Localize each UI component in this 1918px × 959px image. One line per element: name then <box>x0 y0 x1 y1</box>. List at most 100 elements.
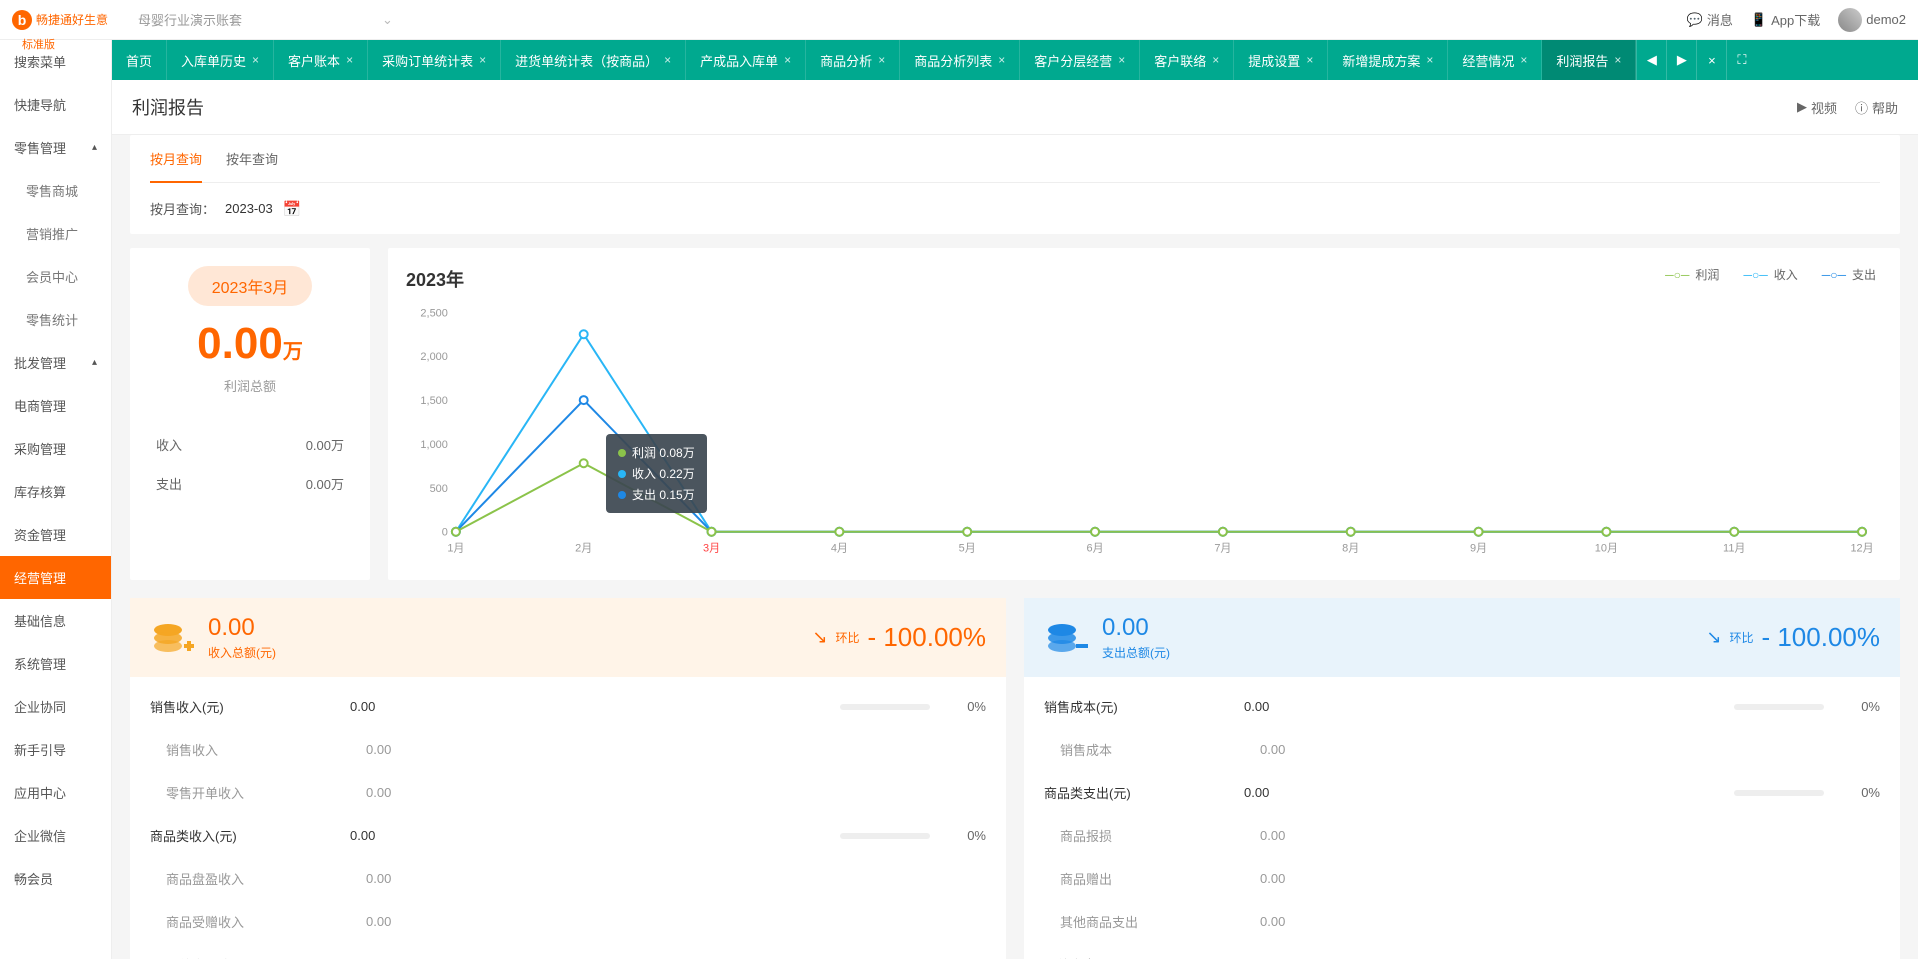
svg-text:11月: 11月 <box>1723 543 1745 555</box>
close-icon[interactable]: × <box>346 53 353 67</box>
messages-button[interactable]: 💬 消息 <box>1687 10 1733 29</box>
income-label: 收入总额(元) <box>208 644 276 661</box>
tab-control[interactable]: × <box>1696 40 1726 80</box>
sidebar-item[interactable]: 电商管理 <box>0 384 111 427</box>
expense-detail: 销售成本(元)0.000%销售成本0.00商品类支出(元)0.000%商品报损0… <box>1024 677 1900 959</box>
tab[interactable]: 新增提成方案× <box>1328 40 1448 80</box>
detail-row: 销售成本(元)0.000% <box>1044 685 1880 728</box>
detail-row: 其他商品收入0.00 <box>150 943 986 959</box>
sidebar-item[interactable]: 零售管理▴ <box>0 126 111 169</box>
sidebar-subitem[interactable]: 零售商城 <box>0 169 111 212</box>
income-amount: 0.00 <box>208 614 276 642</box>
profit-label: 利润总额 <box>148 376 352 395</box>
tab[interactable]: 利润报告× <box>1542 40 1636 80</box>
tab[interactable]: 产成品入库单× <box>686 40 806 80</box>
svg-text:10月: 10月 <box>1595 543 1618 555</box>
summary-income-value: 0.00万 <box>306 435 344 454</box>
detail-row: 商品盘盈收入0.00 <box>150 857 986 900</box>
tab[interactable]: 客户账本× <box>274 40 368 80</box>
profit-unit: 万 <box>283 341 303 363</box>
user-name: demo2 <box>1866 12 1906 27</box>
sidebar-item[interactable]: 新手引导 <box>0 728 111 771</box>
sidebar-subitem[interactable]: 会员中心 <box>0 255 111 298</box>
sidebar-item[interactable]: 资金管理 <box>0 513 111 556</box>
close-icon[interactable]: × <box>1426 53 1433 67</box>
close-icon[interactable]: × <box>1118 53 1125 67</box>
avatar <box>1838 8 1862 32</box>
profit-total: 0.00万 <box>148 322 352 366</box>
sidebar-subitem[interactable]: 营销推广 <box>0 212 111 255</box>
tab[interactable]: 采购订单统计表× <box>368 40 501 80</box>
svg-text:5月: 5月 <box>959 543 976 555</box>
svg-text:0: 0 <box>442 527 448 539</box>
help-button[interactable]: ⓘ 帮助 <box>1855 98 1898 117</box>
query-date[interactable]: 2023-03 <box>225 201 273 216</box>
sidebar-item[interactable]: 搜索菜单 <box>0 40 111 83</box>
tab[interactable]: 提成设置× <box>1234 40 1328 80</box>
close-icon[interactable]: × <box>1614 53 1621 67</box>
messages-label: 消息 <box>1707 10 1733 29</box>
chart-tooltip: 利润 0.08万收入 0.22万支出 0.15万 <box>606 434 707 513</box>
sidebar-item[interactable]: 采购管理 <box>0 427 111 470</box>
chart-card: 2023年 ─○─利润─○─收入─○─支出 2,5002,0001,5001,0… <box>388 248 1900 580</box>
app-download-label: App下载 <box>1771 10 1820 29</box>
chevron-down-icon: ⌄ <box>382 12 393 28</box>
query-tab[interactable]: 按月查询 <box>150 135 202 182</box>
close-icon[interactable]: × <box>878 53 885 67</box>
svg-text:1,000: 1,000 <box>420 439 447 451</box>
sidebar-item[interactable]: 快捷导航 <box>0 83 111 126</box>
sidebar-item[interactable]: 批发管理▴ <box>0 341 111 384</box>
svg-text:2月: 2月 <box>575 543 592 555</box>
legend-item[interactable]: ─○─收入 <box>1743 266 1797 283</box>
legend-item[interactable]: ─○─利润 <box>1665 266 1719 283</box>
help-icon: ⓘ <box>1855 98 1868 117</box>
sidebar-item[interactable]: 畅会员 <box>0 857 111 900</box>
sidebar-subitem[interactable]: 零售统计 <box>0 298 111 341</box>
sidebar-item[interactable]: 基础信息 <box>0 599 111 642</box>
tab[interactable]: 商品分析× <box>806 40 900 80</box>
income-icon <box>150 616 194 660</box>
tab[interactable]: 客户联络× <box>1140 40 1234 80</box>
summary-expense-row: 支出 0.00万 <box>156 464 344 503</box>
close-icon[interactable]: × <box>479 53 486 67</box>
tab[interactable]: 客户分层经营× <box>1020 40 1140 80</box>
calendar-icon[interactable]: 📅 <box>283 200 302 218</box>
sidebar-item[interactable]: 企业微信 <box>0 814 111 857</box>
close-icon[interactable]: × <box>998 53 1005 67</box>
user-menu[interactable]: demo2 <box>1838 8 1906 32</box>
page-title: 利润报告 <box>132 94 204 120</box>
close-icon[interactable]: × <box>1520 53 1527 67</box>
close-icon[interactable]: × <box>1212 53 1219 67</box>
sidebar-item[interactable]: 库存核算 <box>0 470 111 513</box>
close-icon[interactable]: × <box>784 53 791 67</box>
tab-control[interactable]: ▶ <box>1666 40 1696 80</box>
sidebar-item[interactable]: 应用中心 <box>0 771 111 814</box>
svg-text:4月: 4月 <box>831 543 848 555</box>
expense-amount: 0.00 <box>1102 614 1170 642</box>
tab-control[interactable]: ◀ <box>1636 40 1666 80</box>
logo-edition: 标准版 <box>22 36 55 52</box>
video-button[interactable]: ▶ 视频 <box>1797 98 1837 117</box>
tab[interactable]: 入库单历史× <box>167 40 274 80</box>
legend-item[interactable]: ─○─支出 <box>1822 266 1876 283</box>
svg-text:9月: 9月 <box>1470 543 1487 555</box>
close-icon[interactable]: × <box>252 53 259 67</box>
tab[interactable]: 经营情况× <box>1448 40 1542 80</box>
income-panel-header: 0.00 收入总额(元) ↘ 环比 - 100.00% <box>130 598 1006 677</box>
tab[interactable]: 商品分析列表× <box>900 40 1020 80</box>
svg-text:3月: 3月 <box>703 543 720 555</box>
chart-legend: ─○─利润 ─○─收入 ─○─支出 <box>1665 266 1876 283</box>
close-icon[interactable]: × <box>1306 53 1313 67</box>
tab[interactable]: 进货单统计表（按商品）× <box>501 40 686 80</box>
close-icon[interactable]: × <box>664 53 671 67</box>
summary-income-row: 收入 0.00万 <box>156 425 344 464</box>
sidebar-item[interactable]: 系统管理 <box>0 642 111 685</box>
query-tab[interactable]: 按年查询 <box>226 135 278 182</box>
tab[interactable]: 首页 <box>112 40 167 80</box>
app-download-button[interactable]: 📱 App下载 <box>1751 10 1820 29</box>
chart-title: 2023年 <box>406 266 1882 292</box>
account-selector[interactable]: 母婴行业演示账套 ⌄ <box>138 10 393 29</box>
sidebar-item[interactable]: 经营管理 <box>0 556 111 599</box>
tab-control[interactable]: ⛶ <box>1726 40 1756 80</box>
sidebar-item[interactable]: 企业协同 <box>0 685 111 728</box>
